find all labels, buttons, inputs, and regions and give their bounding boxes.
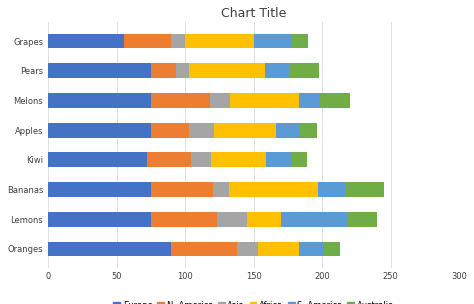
Bar (48, 34, 124, 48)
Bar (210, 93, 230, 108)
Bar (172, 34, 185, 48)
Bar (254, 34, 292, 48)
Bar (48, 93, 151, 108)
Bar (48, 242, 172, 256)
Bar (185, 34, 254, 48)
Bar (214, 123, 275, 138)
Bar (211, 152, 266, 167)
Bar (151, 212, 217, 227)
Bar (175, 63, 189, 78)
Title: Chart Title: Chart Title (221, 7, 286, 20)
Bar (291, 152, 307, 167)
Bar (48, 123, 151, 138)
Bar (318, 182, 346, 197)
Bar (266, 152, 291, 167)
Bar (347, 212, 377, 227)
Bar (217, 212, 247, 227)
Bar (289, 63, 319, 78)
Bar (275, 123, 300, 138)
Bar (237, 242, 258, 256)
Bar (299, 93, 319, 108)
Bar (151, 93, 210, 108)
Bar (147, 152, 191, 167)
Bar (48, 63, 151, 78)
Bar (281, 212, 347, 227)
Bar (48, 212, 151, 227)
Bar (299, 242, 324, 256)
Bar (324, 242, 340, 256)
Bar (292, 34, 309, 48)
Bar (247, 212, 281, 227)
Bar (212, 182, 229, 197)
Bar (151, 182, 212, 197)
Bar (229, 182, 318, 197)
Bar (346, 182, 384, 197)
Bar (151, 123, 189, 138)
Bar (230, 93, 299, 108)
Bar (124, 34, 172, 48)
Legend: Europe, N. America, Asia, Africa, S. America, Australia: Europe, N. America, Asia, Africa, S. Ame… (113, 301, 394, 304)
Bar (172, 242, 237, 256)
Bar (319, 93, 349, 108)
Bar (48, 182, 151, 197)
Bar (300, 123, 317, 138)
Bar (151, 63, 175, 78)
Bar (191, 152, 211, 167)
Bar (189, 123, 214, 138)
Bar (189, 63, 264, 78)
Bar (48, 152, 147, 167)
Bar (258, 242, 299, 256)
Bar (264, 63, 289, 78)
